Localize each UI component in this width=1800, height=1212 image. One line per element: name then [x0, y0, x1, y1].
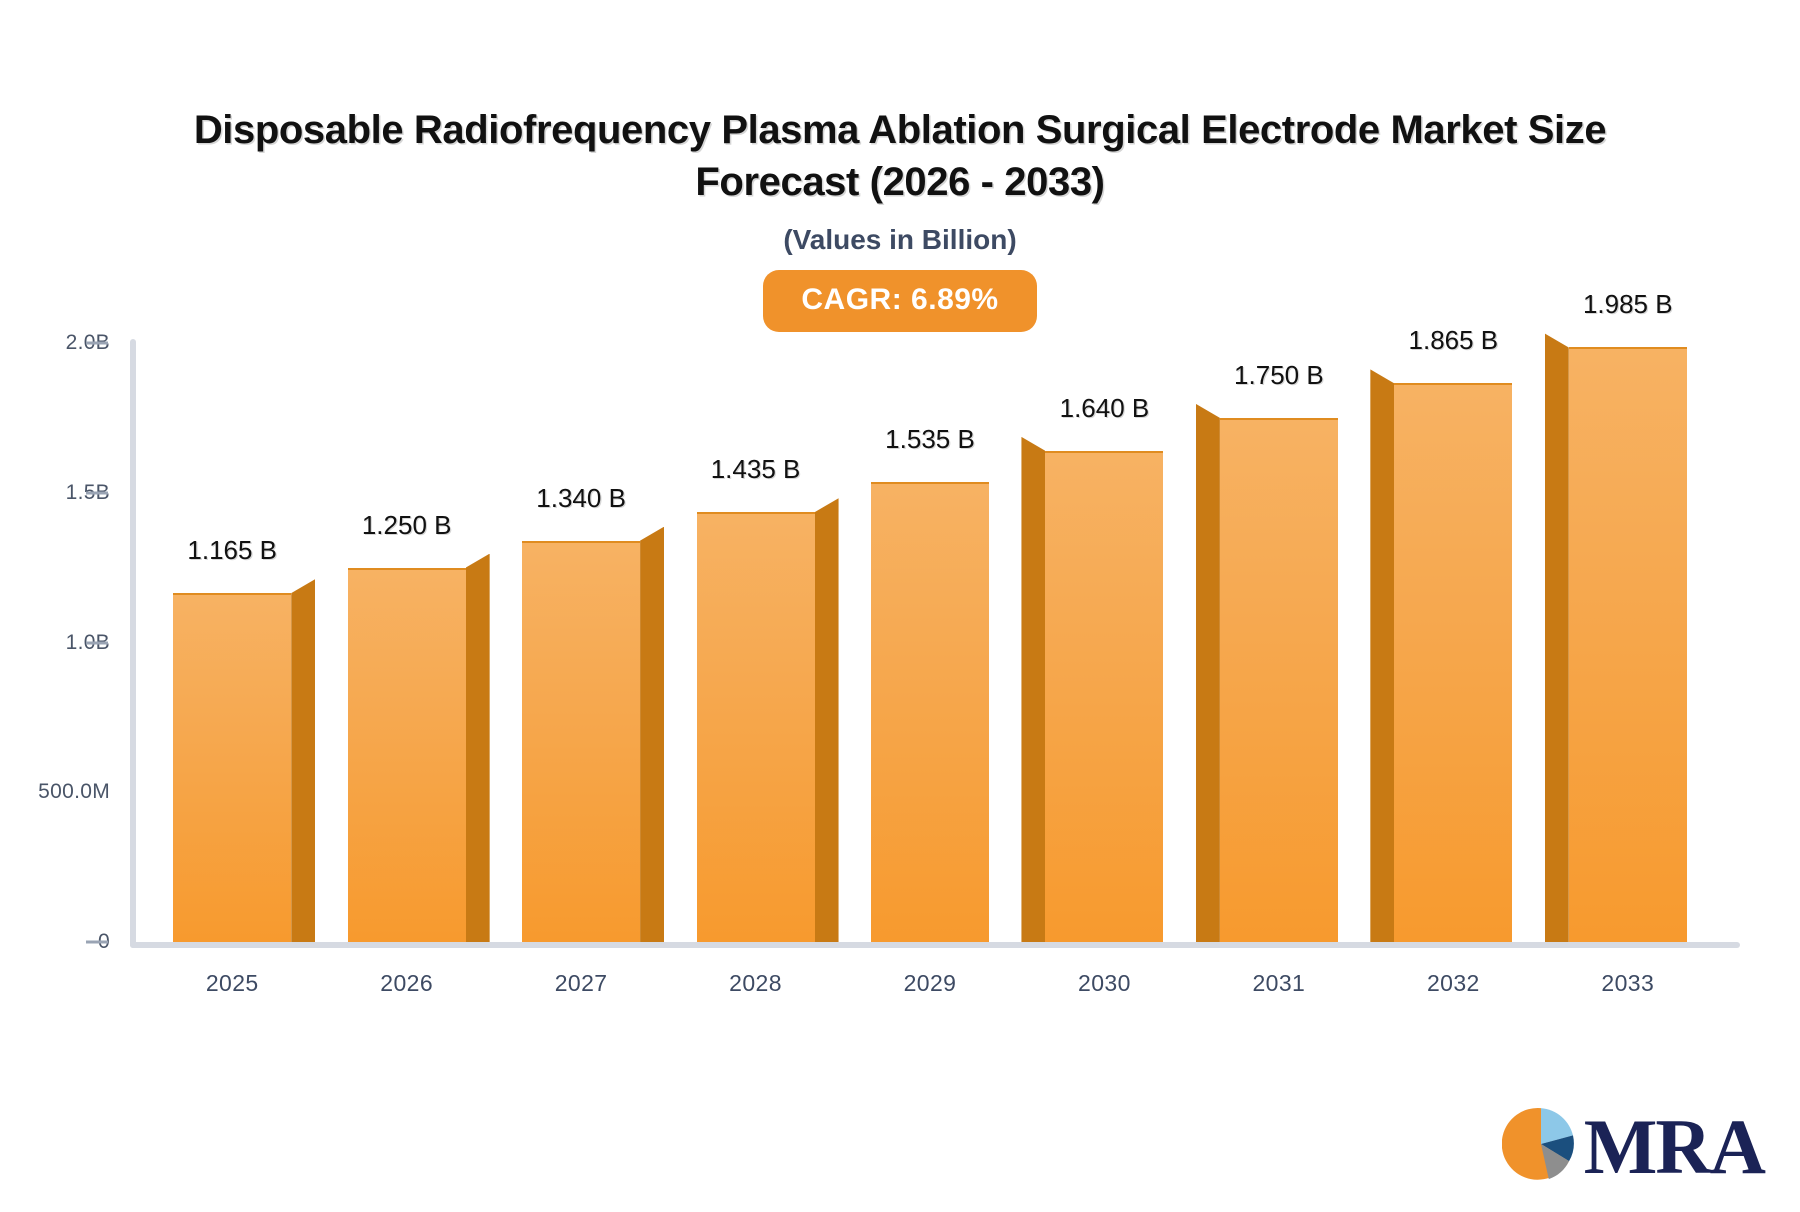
bar-front-face [696, 512, 815, 942]
y-axis-tick-mark [86, 940, 108, 944]
bar-value-label: 1.750 B [1234, 359, 1324, 390]
bar-2028[interactable] [696, 498, 839, 942]
bar-2027[interactable] [522, 526, 665, 942]
bar-front-face [173, 593, 292, 942]
bar-2032[interactable] [1370, 369, 1513, 942]
bar-front-face [1219, 417, 1338, 942]
y-axis-tick-label: 1.5B [65, 480, 110, 504]
mra-logo: MRA [1501, 1102, 1766, 1190]
x-axis-line [130, 942, 1740, 948]
y-axis-tick-mark [86, 341, 108, 345]
x-axis-label-2031: 2031 [1252, 970, 1306, 996]
bar-side-face [640, 526, 665, 942]
bar-value-label: 1.165 B [187, 535, 278, 566]
pie-chart-icon [1501, 1105, 1580, 1188]
bar-value-label: 1.250 B [361, 509, 452, 540]
x-axis-label-2027: 2027 [554, 970, 608, 996]
bar-side-face [1021, 436, 1046, 942]
bar-2025[interactable] [173, 579, 316, 942]
bar-value-label: 1.535 B [885, 424, 975, 455]
cagr-badge: CAGR: 6.89% [763, 270, 1037, 332]
bar-2030[interactable] [1021, 436, 1164, 942]
x-axis-label-2025: 2025 [205, 970, 259, 996]
bar-side-face [465, 553, 490, 942]
bar-side-face [291, 579, 316, 942]
bar-front-face [1045, 450, 1164, 942]
bar-2031[interactable] [1195, 403, 1338, 942]
y-axis-line [130, 339, 136, 948]
bar-front-face [871, 482, 989, 942]
y-axis-tick-label: 0 [98, 930, 110, 953]
x-axis-label-2030: 2030 [1078, 970, 1131, 996]
page-title: Disposable Radiofrequency Plasma Ablatio… [193, 108, 1607, 204]
x-axis-label-2032: 2032 [1426, 970, 1480, 996]
y-axis-tick-label: 1.0B [65, 630, 110, 654]
bar-value-label: 1.340 B [536, 482, 626, 513]
y-axis-tick-label: 2.0B [65, 331, 110, 354]
chart-subtitle: (Values in Billion) [783, 224, 1017, 255]
bar-front-face [1394, 383, 1513, 942]
y-axis-tick-label: 500.0M [38, 780, 110, 804]
bar-front-face [347, 567, 466, 942]
bar-2029[interactable] [871, 468, 1013, 942]
bar-front-face [522, 540, 641, 942]
y-axis-tick-mark [86, 641, 108, 644]
logo-text: MRA [1583, 1102, 1766, 1190]
bar-value-label: 1.435 B [710, 454, 801, 485]
bar-2033[interactable] [1544, 333, 1687, 942]
bar-side-face [1195, 403, 1220, 942]
y-axis-tick-mark [86, 491, 108, 495]
bar-side-face [1370, 369, 1395, 942]
x-axis-label-2028: 2028 [729, 970, 782, 996]
bar-value-label: 1.640 B [1059, 392, 1150, 423]
x-axis-label-2033: 2033 [1601, 970, 1655, 996]
bar-side-face [1544, 333, 1569, 942]
bar-2026[interactable] [347, 553, 490, 942]
chart-header: Disposable Radiofrequency Plasma Ablatio… [0, 0, 1800, 332]
bar-front-face [1568, 347, 1687, 942]
x-axis-label-2029: 2029 [903, 970, 957, 996]
x-axis-label-2026: 2026 [380, 970, 434, 996]
bar-side-face [814, 498, 839, 942]
